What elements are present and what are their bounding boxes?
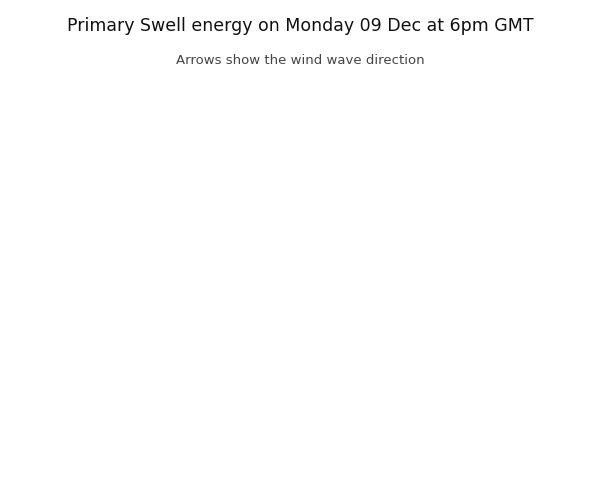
Text: Arrows show the wind wave direction: Arrows show the wind wave direction <box>176 54 425 67</box>
Text: Primary Swell energy on Monday 09 Dec at 6pm GMT: Primary Swell energy on Monday 09 Dec at… <box>67 17 534 35</box>
Text: cartopy required: cartopy required <box>243 277 358 291</box>
